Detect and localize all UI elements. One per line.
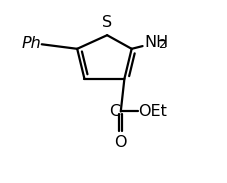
- Text: C: C: [109, 104, 120, 119]
- Text: O: O: [114, 135, 127, 150]
- Text: 2: 2: [158, 38, 166, 51]
- Text: NH: NH: [144, 35, 169, 50]
- Text: OEt: OEt: [138, 104, 168, 119]
- Text: S: S: [102, 15, 113, 30]
- Text: Ph: Ph: [22, 36, 42, 51]
